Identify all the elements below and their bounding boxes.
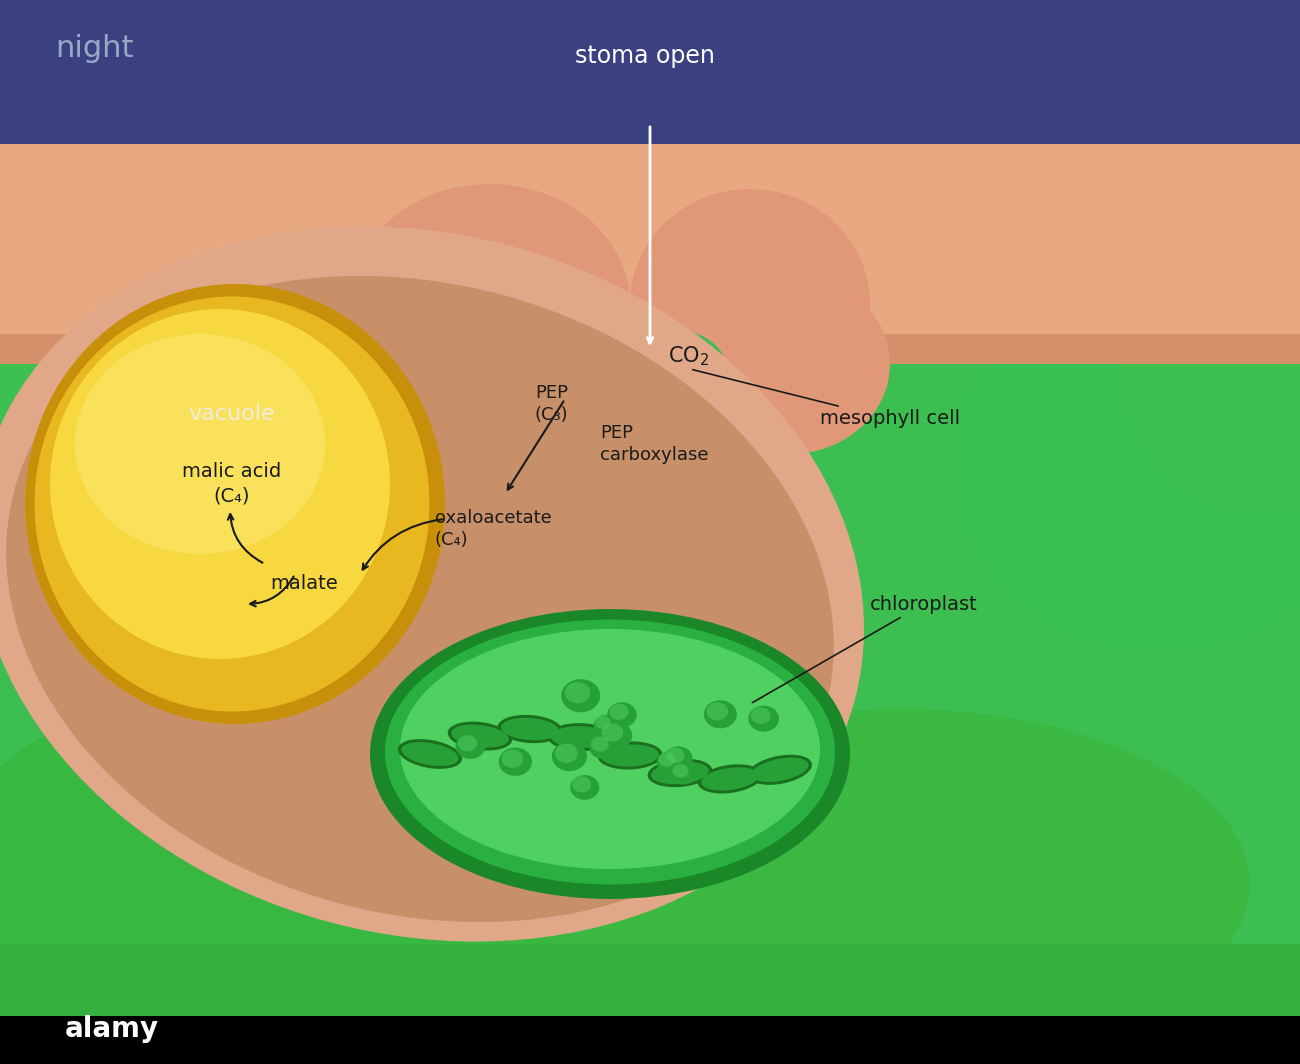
Ellipse shape xyxy=(666,748,685,763)
Ellipse shape xyxy=(595,716,611,729)
Ellipse shape xyxy=(0,334,179,674)
Ellipse shape xyxy=(0,144,130,624)
Ellipse shape xyxy=(1121,214,1300,514)
Text: chloroplast: chloroplast xyxy=(753,595,978,702)
Ellipse shape xyxy=(350,184,630,423)
Ellipse shape xyxy=(551,742,588,771)
Ellipse shape xyxy=(664,746,693,770)
Ellipse shape xyxy=(601,745,659,766)
Ellipse shape xyxy=(370,609,850,899)
Ellipse shape xyxy=(75,334,325,554)
Ellipse shape xyxy=(647,759,712,787)
Ellipse shape xyxy=(398,739,462,769)
Ellipse shape xyxy=(455,734,485,759)
Ellipse shape xyxy=(950,275,1300,654)
Text: malate: malate xyxy=(270,573,338,593)
Bar xyxy=(0,144,1300,344)
Ellipse shape xyxy=(658,752,675,767)
Ellipse shape xyxy=(672,764,689,778)
Ellipse shape xyxy=(566,325,725,404)
Ellipse shape xyxy=(566,682,590,703)
Ellipse shape xyxy=(750,708,771,725)
Ellipse shape xyxy=(555,744,577,763)
Ellipse shape xyxy=(430,275,650,454)
Ellipse shape xyxy=(547,724,612,751)
Ellipse shape xyxy=(751,758,809,782)
Ellipse shape xyxy=(571,775,599,800)
Bar xyxy=(0,0,1300,484)
Ellipse shape xyxy=(592,736,608,752)
Bar xyxy=(0,1016,1300,1064)
Ellipse shape xyxy=(656,751,682,774)
Bar xyxy=(0,944,1300,1064)
Ellipse shape xyxy=(400,629,820,869)
Ellipse shape xyxy=(6,276,833,922)
Ellipse shape xyxy=(447,721,512,750)
Text: stoma open: stoma open xyxy=(575,44,715,68)
Text: malic acid
(C₄): malic acid (C₄) xyxy=(182,462,282,506)
Text: mesophyll cell: mesophyll cell xyxy=(693,369,961,429)
Ellipse shape xyxy=(610,703,629,720)
Ellipse shape xyxy=(690,275,891,454)
Ellipse shape xyxy=(602,724,623,742)
Bar xyxy=(0,0,1300,144)
Ellipse shape xyxy=(698,764,762,794)
Ellipse shape xyxy=(749,705,779,732)
Ellipse shape xyxy=(701,767,759,791)
Text: oxaloacetate
(C₄): oxaloacetate (C₄) xyxy=(436,509,551,549)
Text: PEP
carboxylase: PEP carboxylase xyxy=(601,423,708,464)
Text: night: night xyxy=(55,34,134,63)
Ellipse shape xyxy=(562,679,601,712)
Ellipse shape xyxy=(25,284,445,724)
Ellipse shape xyxy=(385,619,835,884)
Ellipse shape xyxy=(0,227,864,942)
Ellipse shape xyxy=(35,297,429,712)
Ellipse shape xyxy=(594,715,618,735)
Text: PEP
(C₃): PEP (C₃) xyxy=(536,384,568,425)
Ellipse shape xyxy=(500,718,559,741)
Ellipse shape xyxy=(550,709,1251,1059)
Ellipse shape xyxy=(458,735,477,751)
Ellipse shape xyxy=(451,725,508,748)
Ellipse shape xyxy=(598,742,663,769)
Ellipse shape xyxy=(498,715,563,743)
Ellipse shape xyxy=(502,749,523,768)
Text: CO$_2$: CO$_2$ xyxy=(668,344,709,367)
Bar xyxy=(0,334,1300,364)
Text: vacuole: vacuole xyxy=(188,404,276,423)
Ellipse shape xyxy=(49,309,390,659)
Ellipse shape xyxy=(589,735,616,759)
Ellipse shape xyxy=(551,726,608,748)
Bar xyxy=(0,364,1300,1064)
Ellipse shape xyxy=(651,762,708,784)
Ellipse shape xyxy=(747,754,812,785)
Ellipse shape xyxy=(0,664,750,1064)
Ellipse shape xyxy=(402,742,459,766)
Ellipse shape xyxy=(607,702,637,728)
Text: alamy: alamy xyxy=(65,1015,159,1043)
Ellipse shape xyxy=(703,700,737,729)
Ellipse shape xyxy=(499,748,532,776)
Ellipse shape xyxy=(572,777,592,793)
Ellipse shape xyxy=(707,702,728,720)
Ellipse shape xyxy=(599,721,632,750)
Ellipse shape xyxy=(671,763,696,784)
Ellipse shape xyxy=(630,189,870,419)
